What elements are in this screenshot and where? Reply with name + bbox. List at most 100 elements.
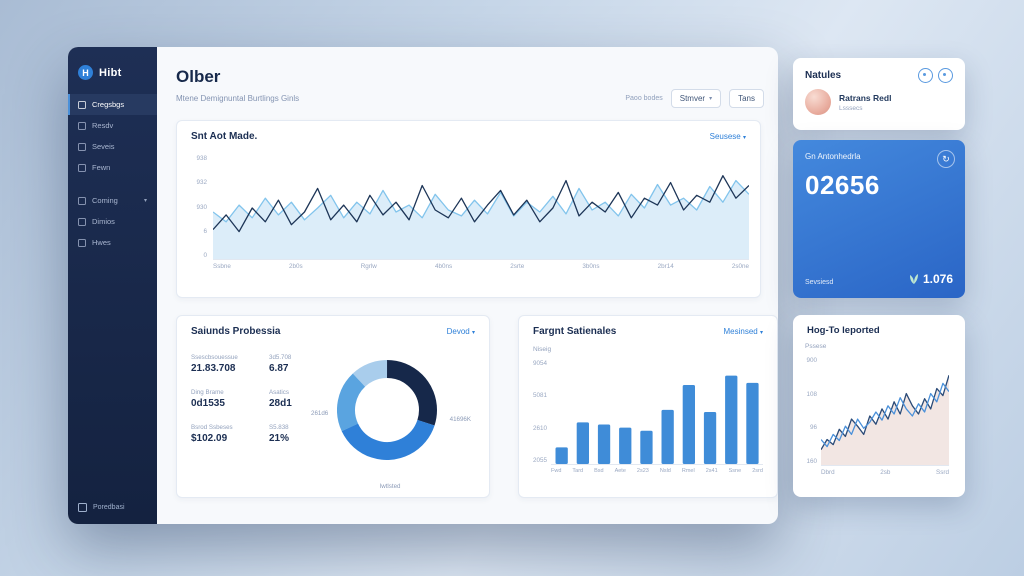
stats-card-title: Saiunds Probessia [191,326,281,337]
main-chart-range-dropdown[interactable]: Seusese ▾ [709,132,746,141]
tick-label: 4b0ns [434,263,453,270]
tick-label: 6 [203,227,207,235]
donut-chart [337,360,437,460]
sidebar-item-label: Resdv [92,121,114,130]
tick-label: 2br14 [657,263,674,270]
sidebar-footer[interactable]: Poredbasi [78,503,125,512]
chevron-down-icon: ▾ [143,198,147,204]
sidebar-item-fewn[interactable]: Fewn [68,157,157,178]
refresh-icon[interactable]: ↻ [937,150,955,168]
tick-label: Ssne [728,468,742,474]
main-chart-title: Snt Aot Made. [191,131,258,142]
main-chart-y-axis: 938 932 930 6 0 [183,155,207,259]
sidebar-item-hwes[interactable]: Hwes [68,232,157,253]
bars-x-axis: Fwd Tard Bsd Aete 2s23 Nsld Rmel 2s41 Ssne 2srd [551,468,763,474]
stat-item: 3d5.708 6.87 [269,354,321,374]
area-plot [820,357,950,466]
tick-label: 160 [806,457,817,465]
stat-item: Ssescbsouessue 21.83.708 [191,354,263,374]
bell-icon[interactable] [938,68,953,83]
filter-dropdown[interactable]: Stmver ▾ [670,89,722,108]
tick-label: 2s23 [636,468,649,474]
stat-label: Ding Brame [191,389,224,396]
main-line-chart [212,175,750,259]
tick-label: Nsld [659,468,671,474]
sidebar-footer-label: Poredbasi [93,504,125,511]
stat-value: 21% [269,433,290,444]
donut-label-right: 41696K [449,416,471,423]
user-name: Ratrans Redl [839,92,892,103]
sidebar-item-label: Coming [92,196,118,205]
notifications-header: Natules [793,58,965,87]
sidebar-item-dimios[interactable]: Dimios [68,211,157,232]
sidebar-menu: Cregsbgs Resdv Seveis Fewn Coming ▾ Dimios Hwes [68,94,157,253]
tick-label: Bsd [594,468,604,474]
tick-label: Tard [572,468,584,474]
metric-title: Gn Antonhedrla [805,152,861,161]
help-icon[interactable] [918,68,933,83]
main-content: Olber Mtene Demignuntal Burtlings Ginls … [157,47,778,524]
tick-label: 2s0ne [731,263,749,270]
app-window: H Hibt Cregsbgs Resdv Seveis Fewn Coming ▾ Dim… [68,47,778,524]
sidebar-item-coming[interactable]: Coming ▾ [68,190,157,211]
bars-card-header: Fargnt Satienales Mesinsed ▾ [519,316,777,339]
stat-value: $102.09 [191,433,228,444]
area-card: Hog-To leported Pssese 900 108 96 160 Dbrd 2… [793,315,965,497]
area-card-header: Hog-To leported [793,315,965,338]
tick-label: 930 [196,203,207,211]
stat-value: 21.83.708 [191,363,236,374]
tick-label: Rgrlw [360,263,377,270]
metric-footer-label: Sevsiesd [805,279,834,286]
sidebar-item-label: Seveis [92,142,115,151]
sidebar: H Hibt Cregsbgs Resdv Seveis Fewn Coming ▾ Dim… [68,47,157,524]
header-actions: Paoo bodes Stmver ▾ Tans [625,89,764,108]
bars-card-title: Fargnt Satienales [533,326,617,337]
tick-label: Rmel [681,468,695,474]
menu-item-icon [78,100,86,109]
tick-label: 9054 [532,360,547,367]
area-y-axis: 900 108 96 160 [797,357,817,465]
sidebar-item-seveis[interactable]: Seveis [68,136,157,157]
notifications-title: Natules [805,70,842,81]
notifications-panel: Natules Ratrans Redl Lsssecs [793,58,965,130]
stat-item: Ding Brame 0d1535 [191,389,263,409]
menu-item-icon [78,163,86,172]
tick-label: 2srd [752,468,763,474]
stats-col-2: 3d5.708 6.87 Asatics 28d1 S5.838 21% [269,354,321,444]
sidebar-item-label: Cregsbgs [92,100,125,109]
secondary-button[interactable]: Tans [729,89,764,108]
area-chart [820,375,950,465]
bars-card-dropdown[interactable]: Mesinsed ▾ [723,327,764,336]
stats-card-header: Saiunds Probessia Devod ▾ [177,316,489,339]
tick-label: 2055 [532,456,547,464]
stat-item: S5.838 21% [269,424,321,444]
main-chart-plot [212,155,750,260]
tick-label: 938 [196,155,207,162]
notification-item[interactable]: Ratrans Redl Lsssecs [793,87,965,117]
donut-chart-wrap: 261d6 41696K Iwtlsted [311,352,471,490]
tick-label: Ssbne [213,263,231,270]
page-subtitle: Mtene Demignuntal Burtlings Ginls [176,94,300,103]
stats-col-1: Ssescbsouessue 21.83.708 Ding Brame 0d1535 B… [191,354,263,444]
leaf-icon [909,274,918,284]
stat-label: Asatics [269,389,289,396]
sidebar-item-cregsbgs[interactable]: Cregsbgs [68,94,157,115]
tick-label: Dbrd [821,469,835,476]
tick-label: 0 [203,252,207,259]
stats-card-dropdown[interactable]: Devod ▾ [446,327,475,336]
donut-label-left: 261d6 [311,410,329,417]
brand-logo-icon: H [78,65,93,80]
tick-label: 2srte [510,263,525,270]
tick-label: 5081 [532,392,547,400]
sidebar-item-resdv[interactable]: Resdv [68,115,157,136]
menu-item-icon [78,238,86,247]
sidebar-item-label: Fewn [92,163,111,172]
stat-item: Asatics 28d1 [269,389,321,409]
page-title: Olber [176,67,221,86]
avatar [805,89,831,115]
area-card-title: Hog-To leported [807,325,880,336]
stat-label: 3d5.708 [269,354,292,361]
donut-label-bottom: Iwtlsted [379,483,401,490]
settings-icon [78,503,87,512]
header-note: Paoo bodes [625,95,663,102]
